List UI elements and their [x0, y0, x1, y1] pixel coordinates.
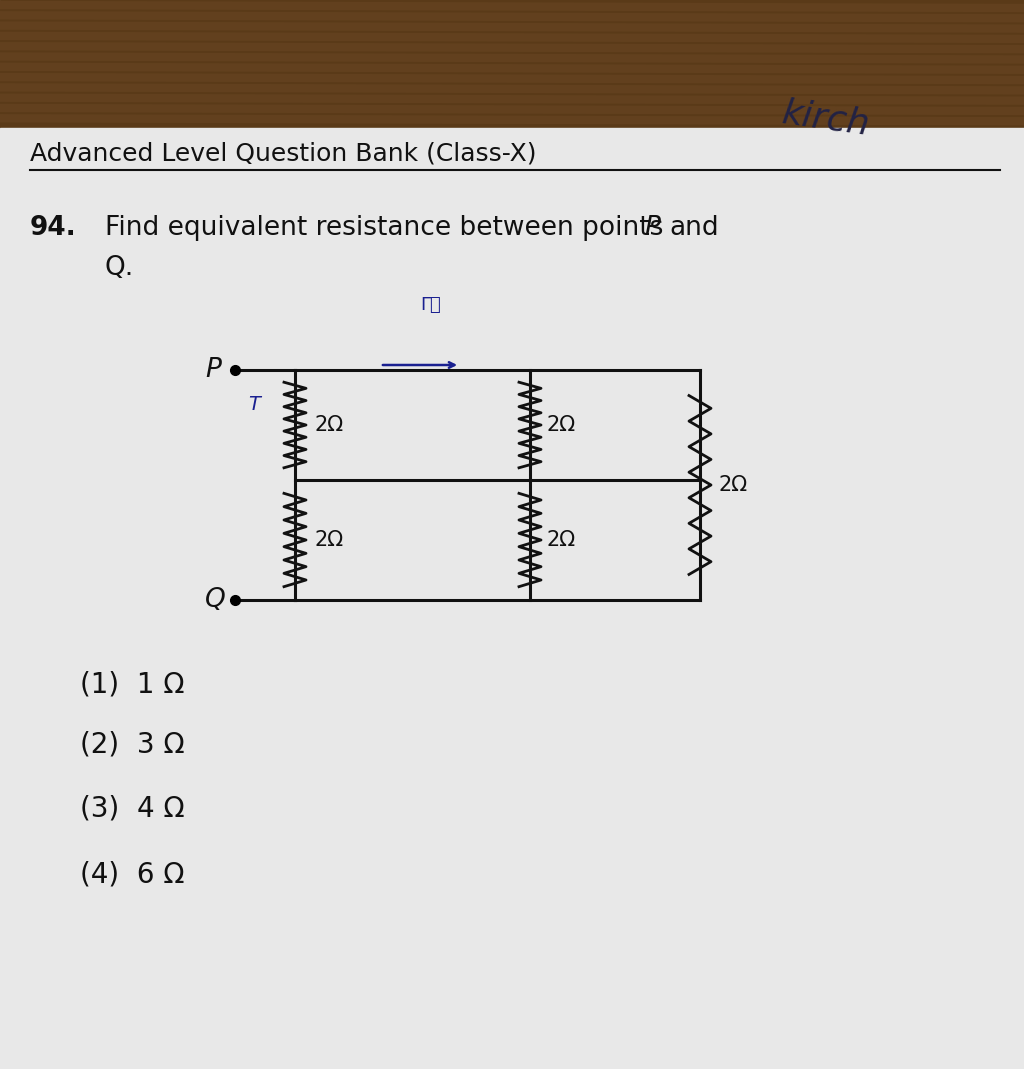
Text: 2Ω: 2Ω [718, 475, 748, 495]
Bar [0, 128, 1024, 1069]
Text: Γ⎹: Γ⎹ [420, 296, 440, 314]
Text: (3)  4 Ω: (3) 4 Ω [80, 795, 184, 823]
Text: Advanced Level Question Bank (Class-X): Advanced Level Question Bank (Class-X) [30, 141, 537, 165]
Text: kirch: kirch [780, 96, 872, 142]
Text: (1)  1 Ω: (1) 1 Ω [80, 670, 184, 698]
Text: Find equivalent resistance between points: Find equivalent resistance between point… [105, 215, 664, 241]
Text: 94.: 94. [30, 215, 77, 241]
Text: P: P [205, 357, 221, 383]
Text: (4)  6 Ω: (4) 6 Ω [80, 859, 184, 888]
Text: T: T [248, 396, 260, 414]
Text: and: and [669, 215, 719, 241]
Text: P: P [644, 215, 659, 241]
Bar [0, 0, 1024, 128]
Text: 2Ω: 2Ω [546, 530, 575, 549]
Text: 2Ω: 2Ω [315, 415, 344, 435]
Text: Q.: Q. [105, 255, 134, 281]
Text: (2)  3 Ω: (2) 3 Ω [80, 730, 184, 758]
Text: 2Ω: 2Ω [546, 415, 575, 435]
Text: Q: Q [205, 587, 225, 613]
Text: 2Ω: 2Ω [315, 530, 344, 549]
